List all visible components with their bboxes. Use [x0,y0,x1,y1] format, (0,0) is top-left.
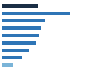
Bar [2,26,41,30]
Bar [2,56,22,59]
Bar [2,12,70,15]
Bar [2,34,39,37]
Bar [2,63,13,67]
Bar [2,4,38,8]
Bar [2,19,45,22]
Bar [2,49,29,52]
Bar [2,41,36,45]
